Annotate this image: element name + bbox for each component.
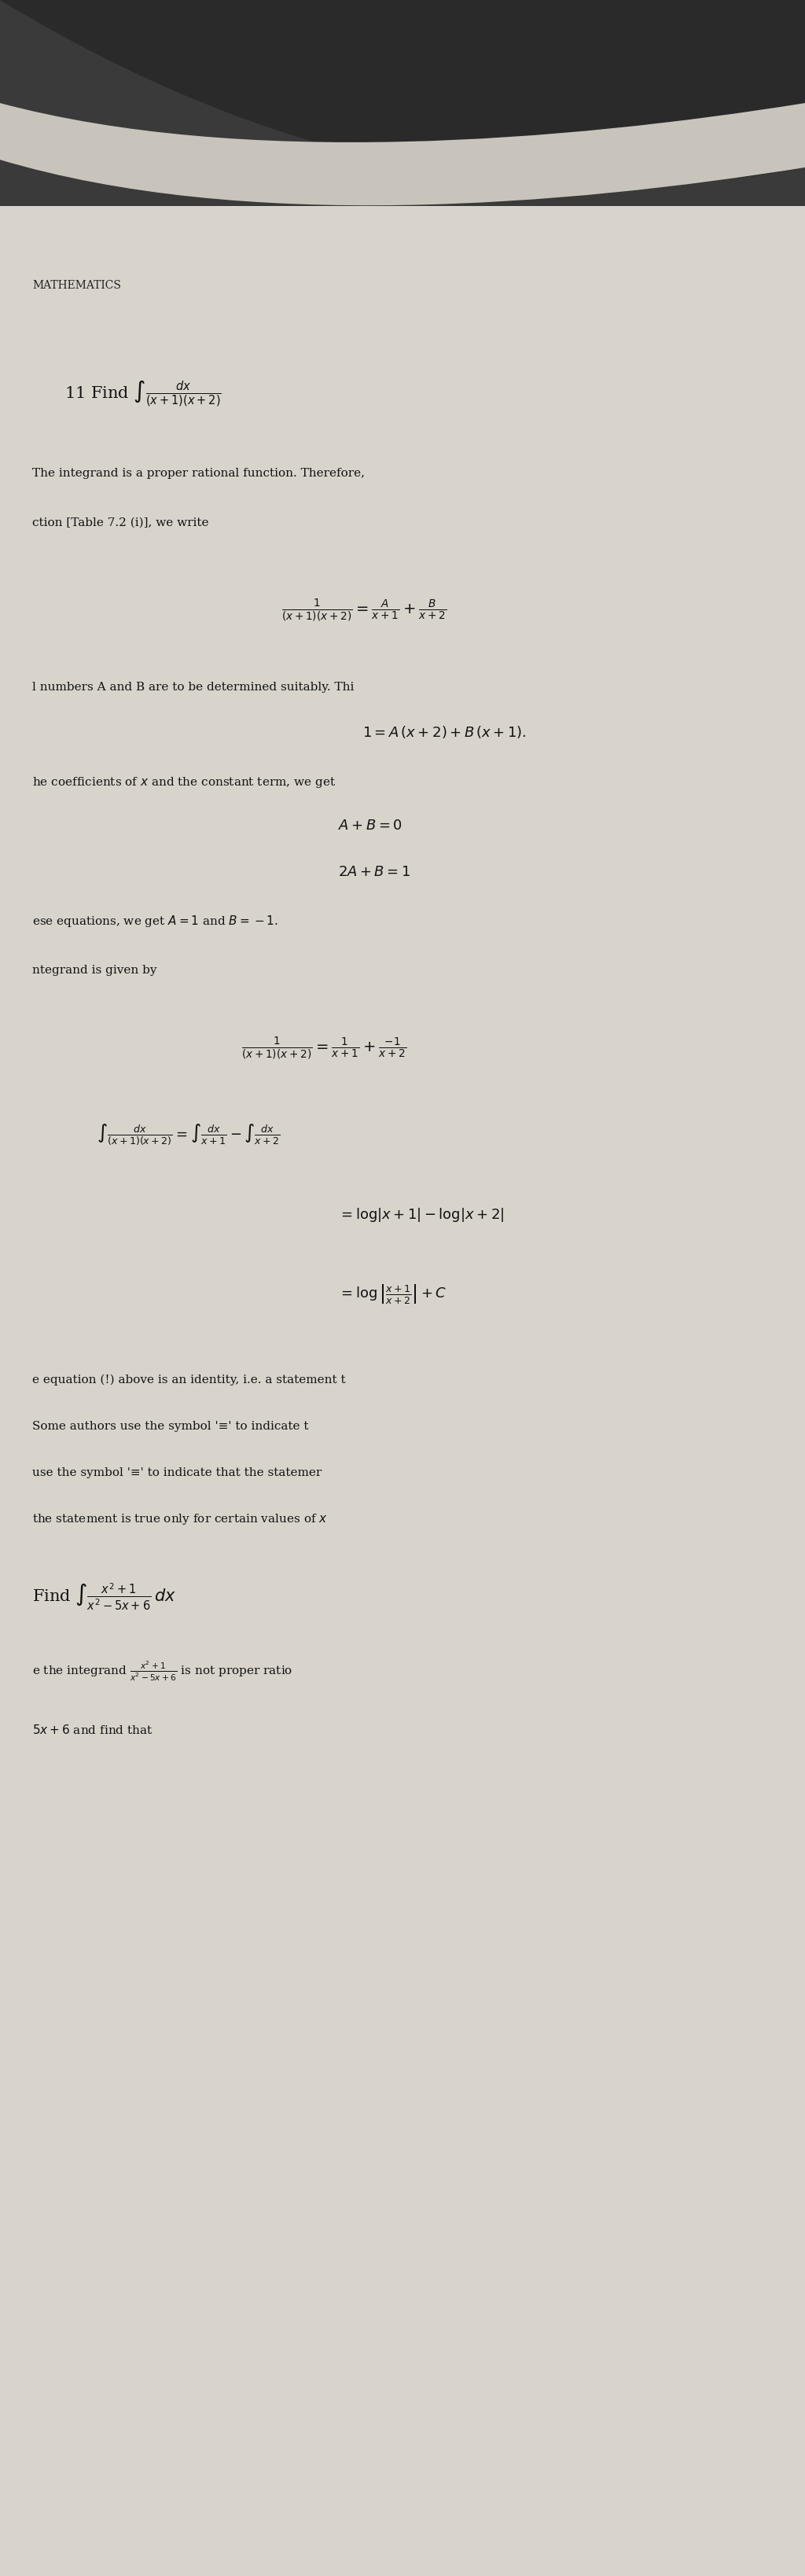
Text: e the integrand $\frac{x^2+1}{x^2-5x+6}$ is not proper ratio: e the integrand $\frac{x^2+1}{x^2-5x+6}$… [32, 1659, 293, 1682]
PathPatch shape [0, 103, 805, 206]
Text: l numbers A and B are to be determined suitably. Thi: l numbers A and B are to be determined s… [32, 683, 354, 693]
Text: The integrand is a proper rational function. Therefore,: The integrand is a proper rational funct… [32, 469, 365, 479]
Text: MATHEMATICS: MATHEMATICS [32, 281, 121, 291]
Text: Some authors use the symbol '≡' to indicate t: Some authors use the symbol '≡' to indic… [32, 1422, 308, 1432]
Text: ese equations, we get $A = 1$ and $B = -1$.: ese equations, we get $A = 1$ and $B = -… [32, 914, 279, 930]
Text: $A + B = 0$: $A + B = 0$ [338, 819, 402, 832]
Text: ction [Table 7.2 (i)], we write: ction [Table 7.2 (i)], we write [32, 518, 208, 528]
PathPatch shape [0, 0, 805, 185]
Text: Find $\int\frac{x^2+1}{x^2-5x+6}\,dx$: Find $\int\frac{x^2+1}{x^2-5x+6}\,dx$ [32, 1582, 176, 1613]
Text: use the symbol '≡' to indicate that the statemer: use the symbol '≡' to indicate that the … [32, 1468, 322, 1479]
Text: $1 = A\,(x+2) + B\,(x+1).$: $1 = A\,(x+2) + B\,(x+1).$ [362, 724, 526, 739]
Text: $2A + B = 1$: $2A + B = 1$ [338, 866, 411, 878]
Text: $= \log|x+1| - \log|x+2|$: $= \log|x+1| - \log|x+2|$ [338, 1206, 504, 1224]
FancyBboxPatch shape [0, 0, 805, 206]
Text: 11 Find $\int\frac{dx}{(x+1)(x+2)}$: 11 Find $\int\frac{dx}{(x+1)(x+2)}$ [64, 379, 221, 410]
Text: ntegrand is given by: ntegrand is given by [32, 966, 157, 976]
Text: $5x + 6$ and find that: $5x + 6$ and find that [32, 1723, 153, 1736]
Text: the statement is true only for certain values of $x$: the statement is true only for certain v… [32, 1512, 328, 1528]
Text: e equation (!) above is an identity, i.e. a statement t: e equation (!) above is an identity, i.e… [32, 1376, 345, 1386]
Text: $\frac{1}{(x+1)(x+2)} = \frac{1}{x+1}+\frac{-1}{x+2}$: $\frac{1}{(x+1)(x+2)} = \frac{1}{x+1}+\f… [242, 1036, 407, 1061]
Text: he coefficients of $x$ and the constant term, we get: he coefficients of $x$ and the constant … [32, 775, 336, 791]
Text: $\frac{1}{(x+1)(x+2)} = \frac{A}{x+1}+\frac{B}{x+2}$: $\frac{1}{(x+1)(x+2)} = \frac{A}{x+1}+\f… [282, 598, 447, 623]
Text: $\int\frac{dx}{(x+1)(x+2)} = \int\frac{dx}{x+1} - \int\frac{dx}{x+2}$: $\int\frac{dx}{(x+1)(x+2)} = \int\frac{d… [97, 1123, 280, 1146]
Text: $= \log\left|\frac{x+1}{x+2}\right| + C$: $= \log\left|\frac{x+1}{x+2}\right| + C$ [338, 1283, 447, 1306]
